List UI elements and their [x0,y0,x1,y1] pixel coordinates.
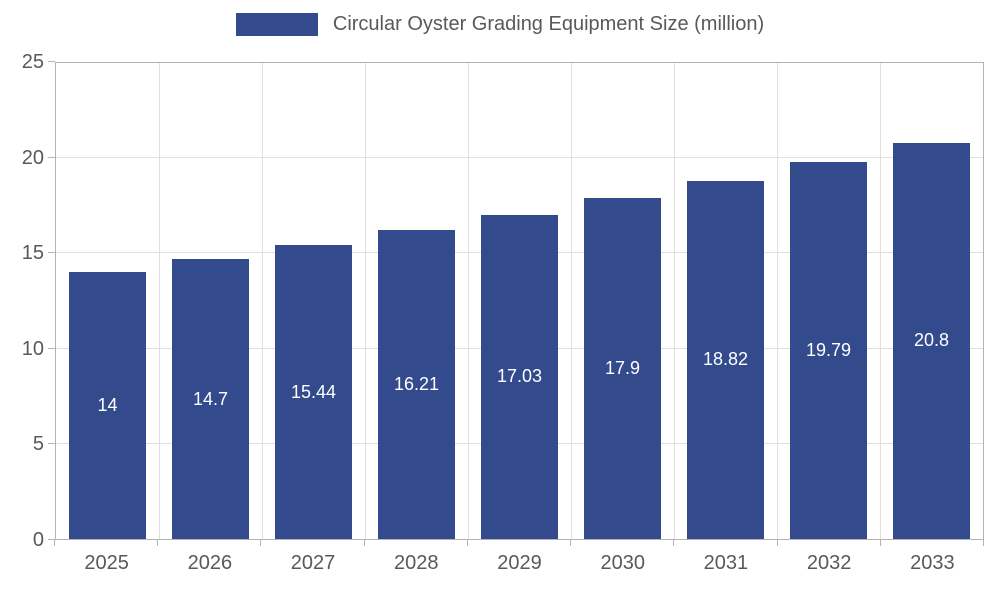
bar-2027: 15.44 [275,245,352,539]
x-tick-mark [673,540,675,546]
y-tick-label: 0 [32,529,44,551]
x-tick-mark [363,540,365,546]
bar-slot: 17.9 [571,63,674,539]
x-tick-mark [54,540,55,546]
bar-2029: 17.03 [481,214,558,539]
y-tick-mark [48,539,55,540]
gridline-vertical [571,63,572,539]
x-tick-label: 2031 [703,552,749,574]
y-axis-labels: 0 5 10 15 20 25 [0,52,44,550]
bar-value-label: 17.9 [604,358,641,379]
bar-slot: 14.7 [159,63,262,539]
bar-value-label: 14.7 [192,388,229,409]
bar-value-label: 18.82 [702,349,749,370]
gridline-horizontal [56,157,983,159]
bar-slot: 16.21 [365,63,468,539]
y-tick-label: 5 [32,433,44,456]
y-tick-mark [48,347,55,349]
gridline-vertical [880,63,881,539]
x-axis-ticks [54,540,984,546]
x-tick-label: 2028 [394,552,439,574]
plot-area: 14 14.7 15.44 16.21 17.03 17.9 18.82 19.79 20.8 [55,62,984,540]
bar-slot: 18.82 [674,63,777,539]
bar-slots: 14 14.7 15.44 16.21 17.03 17.9 18.82 19.79 20.8 [56,63,983,539]
bar-2028: 16.21 [378,230,455,539]
gridline-vertical [159,63,160,539]
bar-2030: 17.9 [584,198,661,539]
y-tick-mark [48,156,55,158]
x-tick-mark [879,540,881,546]
gridline-vertical [468,63,469,539]
bar-slot: 19.79 [777,63,880,539]
bar-value-label: 14 [97,395,118,416]
gridline-vertical [673,63,675,539]
legend-label: Circular Oyster Grading Equipment Size (… [332,13,765,35]
gridline-vertical [364,63,366,539]
bar-slot: 14 [56,63,159,539]
x-tick-mark [466,540,468,546]
x-tick-label: 2026 [187,552,233,574]
bar-value-label: 19.79 [805,340,852,361]
x-tick-label: 2027 [290,552,336,574]
x-tick-label: 2030 [600,552,645,574]
x-tick-mark [570,540,572,546]
y-axis-ticks [48,61,55,540]
x-axis-labels: 2025 2026 2027 2028 2029 2030 2031 2032 2033 [55,552,984,575]
y-tick-label: 10 [21,337,44,360]
bar-slot: 20.8 [880,63,983,539]
x-tick-mark [260,540,262,546]
bar-value-label: 15.44 [290,381,337,402]
bar-value-label: 17.03 [496,366,543,387]
y-tick-mark [48,443,55,445]
bar-2031: 18.82 [687,180,764,539]
y-tick-label: 25 [21,51,44,73]
x-tick-label: 2032 [806,552,852,574]
bar-2032: 19.79 [790,162,867,539]
bar-2026: 14.7 [172,259,249,539]
bar-value-label: 16.21 [393,374,440,395]
x-tick-label: 2029 [497,552,542,574]
x-tick-mark [983,540,984,546]
bar-2025: 14 [69,272,146,539]
y-tick-label: 15 [21,242,44,265]
y-tick-mark [48,61,55,62]
x-tick-label: 2033 [910,552,955,574]
gridline-vertical [777,63,778,539]
bar-2033: 20.8 [893,142,970,539]
legend[interactable]: Circular Oyster Grading Equipment Size (… [0,13,1000,36]
bar-slot: 17.03 [468,63,571,539]
x-tick-mark [157,540,159,546]
y-tick-mark [48,252,55,254]
x-tick-mark [776,540,778,546]
gridline-vertical [262,63,263,539]
x-tick-label: 2025 [84,552,129,574]
y-tick-label: 20 [21,146,44,169]
bar-slot: 15.44 [262,63,365,539]
bar-value-label: 20.8 [913,330,950,351]
legend-swatch [235,13,318,36]
